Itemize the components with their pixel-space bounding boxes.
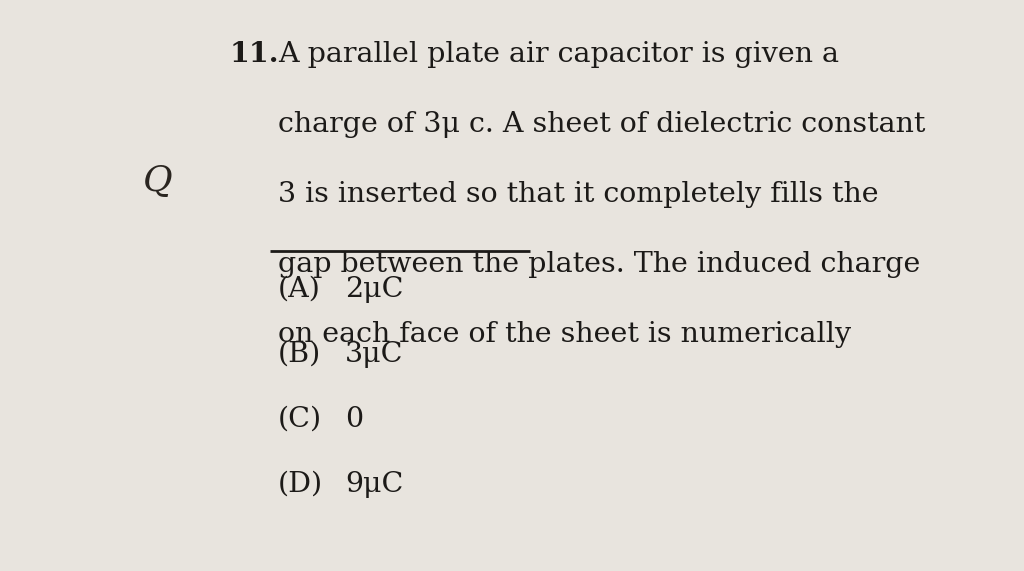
Text: on each face of the sheet is numerically: on each face of the sheet is numerically [278, 321, 851, 348]
Text: 3 is inserted so that it completely fills the: 3 is inserted so that it completely fill… [278, 181, 879, 208]
Text: (A): (A) [278, 276, 321, 303]
Text: A parallel plate air capacitor is given a: A parallel plate air capacitor is given … [278, 41, 839, 68]
Text: Q: Q [143, 164, 173, 198]
Text: 3μC: 3μC [345, 341, 403, 368]
Text: (B): (B) [278, 341, 322, 368]
Text: (C): (C) [278, 406, 323, 433]
Text: 2μC: 2μC [345, 276, 403, 303]
Text: (D): (D) [278, 471, 324, 498]
Text: 0: 0 [345, 406, 364, 433]
Text: charge of 3μ c. A sheet of dielectric constant: charge of 3μ c. A sheet of dielectric co… [278, 111, 926, 138]
Text: 11.: 11. [230, 41, 280, 68]
Text: 9μC: 9μC [345, 471, 403, 498]
Text: gap between the plates. The induced charge: gap between the plates. The induced char… [278, 251, 921, 278]
